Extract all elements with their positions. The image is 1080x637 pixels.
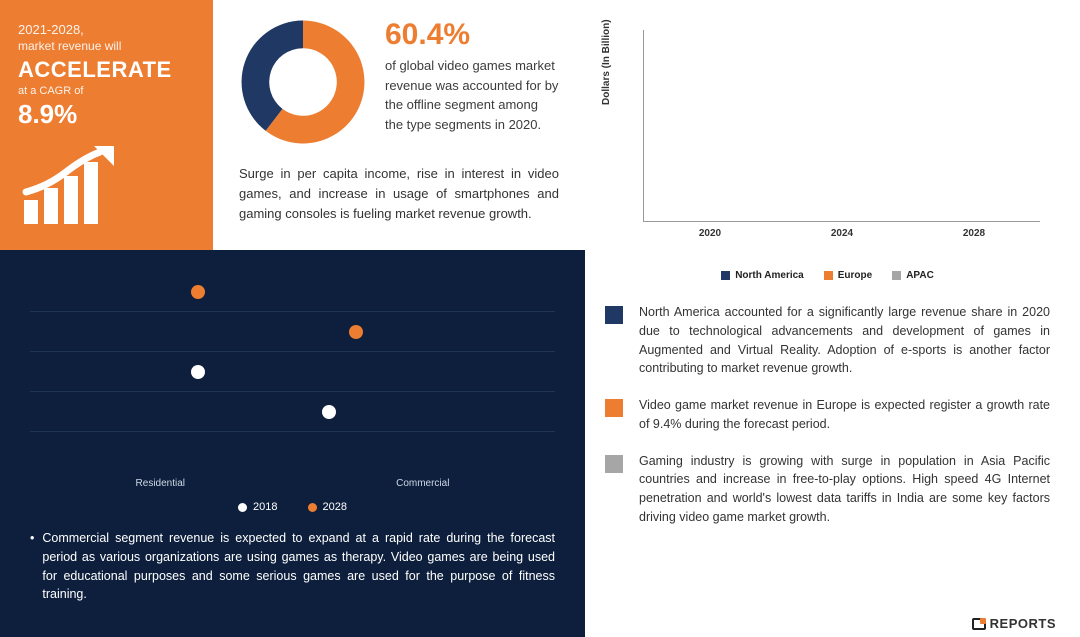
dot-point [322, 405, 336, 419]
dot-chart-legend: 2018 2028 [30, 501, 555, 513]
region-swatch-icon [605, 306, 623, 324]
donut-percentage: 60.4% [385, 18, 559, 52]
region-text: Video game market revenue in Europe is e… [639, 396, 1050, 434]
dot-row [30, 272, 555, 312]
legend-label: APAC [906, 270, 934, 281]
region-text: Gaming industry is growing with surge in… [639, 452, 1050, 527]
cagr-label: at a CAGR of [18, 85, 195, 97]
bar-legend-item: Europe [824, 270, 872, 281]
legend-label: 2028 [323, 501, 347, 513]
region-swatch-icon [605, 399, 623, 417]
bar-chart-legend: North America Europe APAC [605, 270, 1050, 281]
cagr-accelerate: ACCELERATE [18, 57, 195, 83]
dark-panel-bullet: Commercial segment revenue is expected t… [30, 529, 555, 604]
region-item: Gaming industry is growing with surge in… [605, 452, 1050, 527]
donut-chart [239, 18, 367, 146]
bar-legend-item: North America [721, 270, 804, 281]
region-swatch-icon [605, 455, 623, 473]
dot-axis-label: Residential [136, 478, 185, 489]
donut-paragraph: Surge in per capita income, rise in inte… [239, 164, 559, 224]
logo-text: REPORTS [990, 616, 1056, 631]
dot-row [30, 352, 555, 392]
dot-point [191, 365, 205, 379]
legend-label: North America [735, 270, 804, 281]
bar-chart: Dollars (In Billion) 202020242028 [605, 10, 1050, 270]
region-item: North America accounted for a significan… [605, 303, 1050, 378]
cagr-sub: market revenue will [18, 39, 195, 53]
region-bullets: North America accounted for a significan… [605, 303, 1050, 527]
legend-swatch-icon [238, 503, 247, 512]
dot-row [30, 312, 555, 352]
dot-point [349, 325, 363, 339]
dot-row [30, 392, 555, 432]
legend-label: 2018 [253, 501, 277, 513]
infographic-root: 2021-2028, market revenue will ACCELERAT… [0, 0, 1080, 637]
bar-chart-plot: 202020242028 [643, 30, 1040, 222]
dot-axis-label: Commercial [396, 478, 449, 489]
region-text: North America accounted for a significan… [639, 303, 1050, 378]
dark-bullet-text: Commercial segment revenue is expected t… [42, 529, 555, 604]
logo-mark-icon [972, 618, 986, 630]
cagr-period: 2021-2028, [18, 22, 195, 37]
donut-description: of global video games market revenue was… [385, 56, 559, 134]
cagr-value: 8.9% [18, 99, 195, 130]
legend-swatch-icon [308, 503, 317, 512]
cagr-highlight-card: 2021-2028, market revenue will ACCELERAT… [0, 0, 213, 250]
brand-logo: REPORTS [972, 616, 1056, 631]
growth-chart-icon [18, 142, 128, 232]
donut-header: 60.4% of global video games market reven… [239, 18, 559, 146]
legend-swatch-icon [892, 271, 901, 280]
right-column: Dollars (In Billion) 202020242028 North … [585, 0, 1080, 637]
bar-category-label: 2024 [831, 228, 853, 239]
bar-category-label: 2028 [963, 228, 985, 239]
bar-chart-ylabel: Dollars (In Billion) [601, 19, 612, 105]
dark-panel: Residential Commercial 2018 2028 Commercia… [0, 250, 585, 637]
bar-chart-groups: 202020242028 [644, 30, 1040, 221]
dot-legend-item: 2018 [238, 501, 277, 513]
legend-swatch-icon [824, 271, 833, 280]
bar-category-label: 2020 [699, 228, 721, 239]
bar-legend-item: APAC [892, 270, 934, 281]
donut-section: 60.4% of global video games market reven… [213, 0, 585, 250]
dot-legend-item: 2028 [308, 501, 347, 513]
left-column: 2021-2028, market revenue will ACCELERAT… [0, 0, 585, 637]
top-left-row: 2021-2028, market revenue will ACCELERAT… [0, 0, 585, 250]
dot-strip-chart [30, 272, 555, 472]
dot-chart-axis: Residential Commercial [30, 478, 555, 489]
dot-point [191, 285, 205, 299]
region-item: Video game market revenue in Europe is e… [605, 396, 1050, 434]
legend-label: Europe [838, 270, 872, 281]
legend-swatch-icon [721, 271, 730, 280]
donut-text-block: 60.4% of global video games market reven… [385, 18, 559, 134]
